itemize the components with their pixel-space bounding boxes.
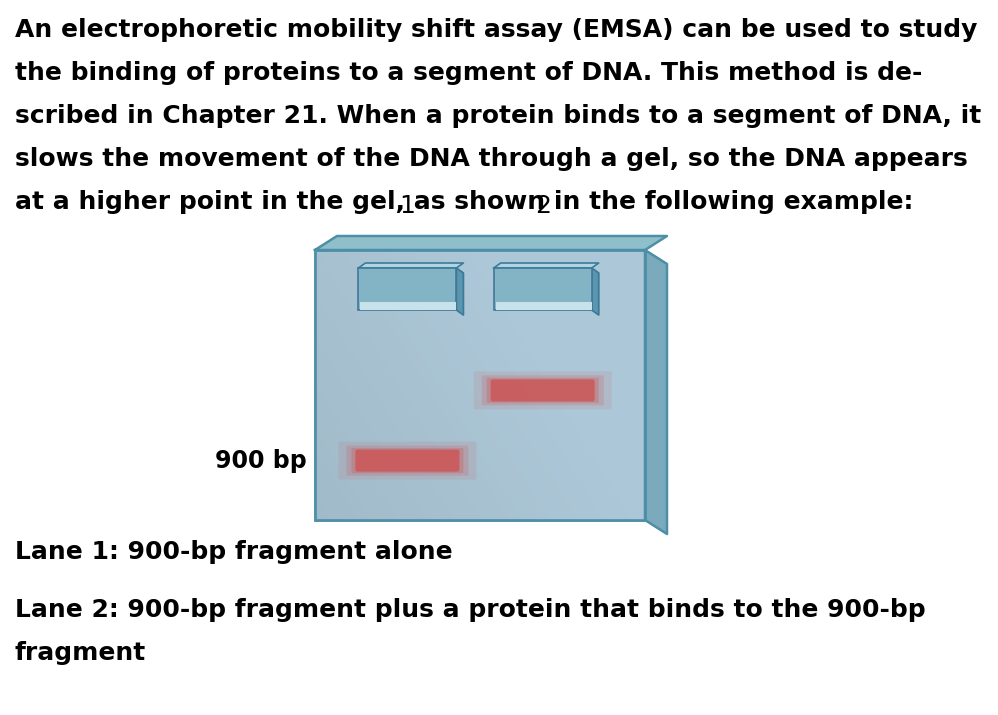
- Text: Lane 1: 900-bp fragment alone: Lane 1: 900-bp fragment alone: [15, 540, 453, 564]
- FancyBboxPatch shape: [491, 380, 595, 401]
- Text: 1: 1: [399, 194, 415, 218]
- Text: Lane 2: 900-bp fragment plus a protein that binds to the 900-bp: Lane 2: 900-bp fragment plus a protein t…: [15, 598, 925, 622]
- Polygon shape: [494, 263, 599, 268]
- Text: the binding of proteins to a segment of DNA. This method is de-: the binding of proteins to a segment of …: [15, 61, 922, 85]
- FancyBboxPatch shape: [346, 445, 468, 475]
- Bar: [358, 268, 456, 310]
- Bar: [360, 302, 456, 310]
- Text: at a higher point in the gel, as shown in the following example:: at a higher point in the gel, as shown i…: [15, 190, 913, 214]
- Text: An electrophoretic mobility shift assay (EMSA) can be used to study: An electrophoretic mobility shift assay …: [15, 18, 977, 42]
- FancyBboxPatch shape: [482, 375, 604, 405]
- FancyBboxPatch shape: [487, 378, 599, 403]
- Text: fragment: fragment: [15, 641, 147, 665]
- Bar: [315, 250, 645, 520]
- Bar: [315, 250, 645, 520]
- FancyBboxPatch shape: [474, 371, 612, 410]
- FancyBboxPatch shape: [338, 442, 476, 480]
- Polygon shape: [456, 268, 463, 315]
- Text: slows the movement of the DNA through a gel, so the DNA appears: slows the movement of the DNA through a …: [15, 147, 968, 171]
- Text: 2: 2: [535, 194, 551, 218]
- Polygon shape: [315, 236, 667, 250]
- Bar: [494, 268, 592, 310]
- Text: scribed in Chapter 21. When a protein binds to a segment of DNA, it: scribed in Chapter 21. When a protein bi…: [15, 104, 981, 128]
- FancyBboxPatch shape: [351, 448, 463, 473]
- Polygon shape: [592, 268, 599, 315]
- Bar: [496, 302, 592, 310]
- Polygon shape: [645, 250, 667, 534]
- FancyBboxPatch shape: [355, 450, 459, 472]
- Polygon shape: [358, 263, 463, 268]
- Text: 900 bp: 900 bp: [216, 448, 307, 473]
